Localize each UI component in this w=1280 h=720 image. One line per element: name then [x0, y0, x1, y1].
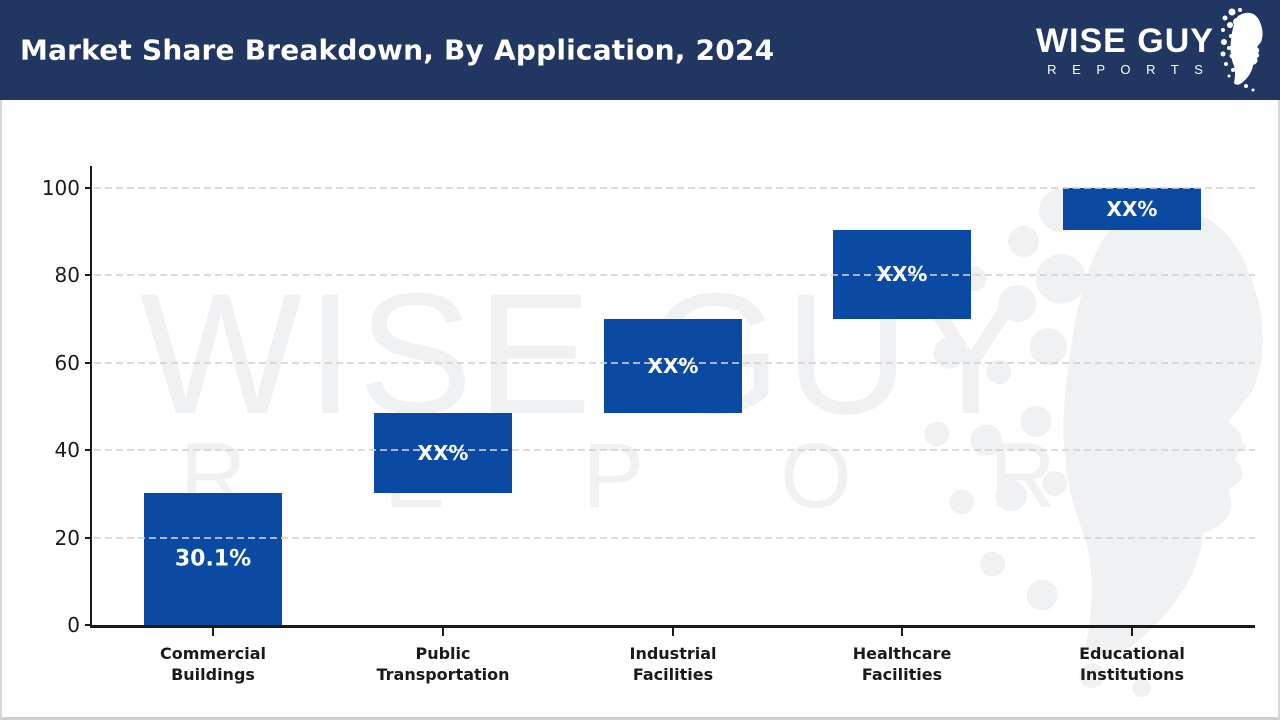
logo-brand-name: WISE GUY [1035, 21, 1214, 60]
bar-value-label: XX% [417, 441, 469, 466]
y-tick-label: 0 [67, 613, 80, 637]
x-category-label: Educational Institutions [1079, 644, 1185, 684]
bar-segment [144, 493, 282, 625]
y-tick-label: 80 [54, 263, 80, 288]
y-axis-tick [85, 187, 92, 189]
wiseguy-face-icon [1220, 8, 1263, 92]
bar-value-label: XX% [1106, 196, 1158, 221]
x-category-label: Commercial Buildings [159, 644, 267, 684]
y-tick-label: 100 [41, 176, 80, 200]
x-axis-tick [1131, 628, 1133, 636]
x-axis-tick [901, 628, 903, 636]
grid-line [94, 187, 1255, 189]
x-category-label: Healthcare Facilities [852, 644, 952, 684]
chart-area: WISE GUY R E P O R T S 30.1%XX%XX%XX%XX%… [0, 100, 1280, 720]
y-axis-tick [85, 449, 92, 452]
y-axis-tick [85, 361, 92, 364]
logo-brand-subtitle: R E P O R T S [1047, 61, 1209, 77]
x-category-label: Public Transportation [376, 644, 510, 684]
wiseguy-logo-text: WISE GUY R E P O R T S [1036, 24, 1214, 77]
grid-line [94, 361, 1255, 364]
y-tick-label: 60 [54, 350, 80, 375]
bar-value-label: 30.1% [174, 546, 252, 572]
y-axis-line [90, 166, 92, 628]
y-tick-label: 20 [54, 525, 80, 550]
bar-segment [374, 413, 512, 494]
x-category-label: Industrial Facilities [629, 644, 717, 684]
y-axis-tick [85, 536, 92, 539]
y-axis-tick [85, 274, 92, 277]
x-axis-tick [442, 628, 444, 636]
page-title: Market Share Breakdown, By Application, … [20, 33, 775, 67]
grid-line [94, 449, 1255, 452]
bar-segment [1063, 188, 1201, 230]
x-axis-tick [672, 628, 674, 636]
y-tick-label: 40 [54, 438, 80, 463]
grid-line [94, 536, 1255, 539]
bar-segment [604, 319, 742, 414]
wiseguy-logo: WISE GUY R E P O R T S [1036, 0, 1266, 100]
bar-value-label: XX% [876, 262, 928, 287]
x-axis-line [90, 625, 1255, 628]
bar-value-label: XX% [647, 354, 699, 379]
header-bar: Market Share Breakdown, By Application, … [0, 0, 1280, 100]
bar-segment [833, 229, 971, 320]
grid-line [94, 274, 1255, 277]
y-axis-tick [85, 624, 92, 626]
x-axis-tick [212, 628, 214, 636]
